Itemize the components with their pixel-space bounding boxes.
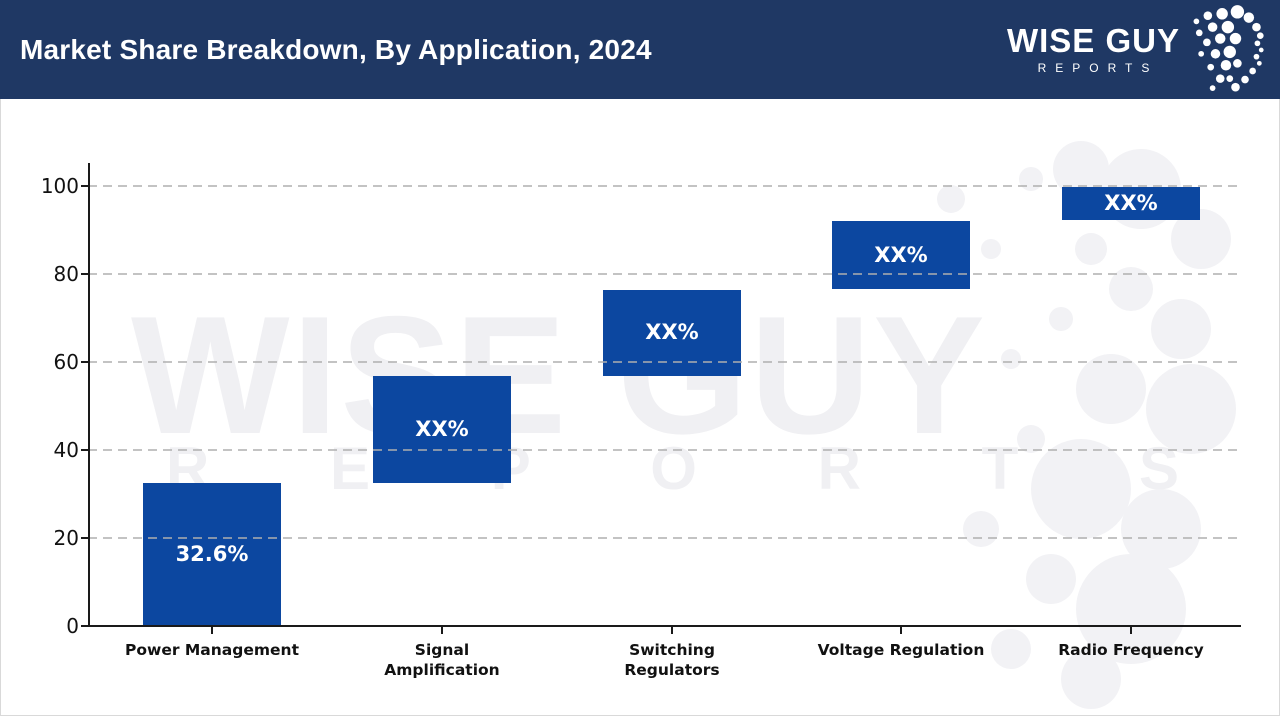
x-category-label-line: Power Management bbox=[125, 641, 299, 659]
bar-value-label: XX% bbox=[415, 416, 469, 441]
bar-value-label: XX% bbox=[874, 242, 928, 267]
x-category-label-line: Amplification bbox=[384, 661, 500, 679]
bar: XX% bbox=[832, 221, 970, 289]
brand-logo: WISE GUY REPORTS bbox=[1007, 4, 1280, 96]
waterfall-chart: 32.6% XX% XX% XX% XX% 0 20 40 60 80 100 Power Manag… bbox=[1, 99, 1279, 715]
chart-card: WISE GUY R E P O R T S 32.6% XX% XX% XX% XX%… bbox=[0, 99, 1280, 716]
axis-y bbox=[88, 163, 90, 627]
watermark-text-reports: R E P O R T S bbox=[166, 435, 1231, 502]
chart-title: Market Share Breakdown, By Application, … bbox=[20, 33, 652, 65]
gridline bbox=[88, 361, 1241, 363]
y-tick bbox=[81, 625, 88, 627]
bar: XX% bbox=[603, 289, 741, 377]
x-tick bbox=[671, 627, 673, 634]
y-tick bbox=[81, 361, 88, 363]
y-tick-label: 60 bbox=[53, 350, 79, 374]
y-tick bbox=[81, 273, 88, 275]
y-tick bbox=[81, 185, 88, 187]
axis-x bbox=[88, 625, 1241, 627]
bar-value-label: XX% bbox=[645, 320, 699, 345]
bar: XX% bbox=[373, 376, 511, 483]
brand-tagline: REPORTS bbox=[1037, 61, 1159, 75]
bar-value-label: XX% bbox=[1104, 190, 1158, 215]
x-category-label-line: Voltage Regulation bbox=[817, 641, 985, 659]
bar: XX% bbox=[1062, 186, 1200, 220]
gridline bbox=[88, 185, 1241, 187]
gridline bbox=[88, 273, 1241, 275]
x-category-label: Radio Frequency bbox=[1011, 640, 1251, 660]
gridline bbox=[88, 537, 1241, 539]
x-category-label: Switching Regulators bbox=[552, 640, 792, 680]
x-tick bbox=[211, 627, 213, 634]
x-tick bbox=[441, 627, 443, 634]
x-category-label-line: Switching bbox=[629, 641, 715, 659]
y-tick-label: 80 bbox=[53, 262, 79, 286]
y-tick bbox=[81, 449, 88, 451]
bar-value-label: 32.6% bbox=[175, 541, 249, 566]
y-tick-label: 0 bbox=[66, 614, 79, 638]
x-category-label-line: Signal bbox=[414, 641, 470, 659]
y-tick bbox=[81, 537, 88, 539]
x-category-label-line: Regulators bbox=[624, 661, 720, 679]
y-tick-label: 20 bbox=[53, 526, 79, 550]
x-category-label: Signal Amplification bbox=[322, 640, 562, 680]
watermark-text: WISE GUY bbox=[131, 281, 988, 469]
brand-logo-text: WISE GUY REPORTS bbox=[1007, 24, 1180, 75]
gridline bbox=[88, 449, 1241, 451]
y-tick-label: 40 bbox=[53, 438, 79, 462]
x-category-label: Power Management bbox=[92, 640, 332, 660]
header-bar: Market Share Breakdown, By Application, … bbox=[0, 0, 1280, 99]
logo-face-icon bbox=[1193, 4, 1264, 91]
x-category-label: Voltage Regulation bbox=[781, 640, 1021, 660]
bar: 32.6% bbox=[143, 482, 281, 626]
brand-name: WISE GUY bbox=[1006, 22, 1180, 59]
y-tick-label: 100 bbox=[40, 174, 79, 198]
x-category-label-line: Radio Frequency bbox=[1058, 641, 1204, 659]
x-tick bbox=[1130, 627, 1132, 634]
x-tick bbox=[900, 627, 902, 634]
